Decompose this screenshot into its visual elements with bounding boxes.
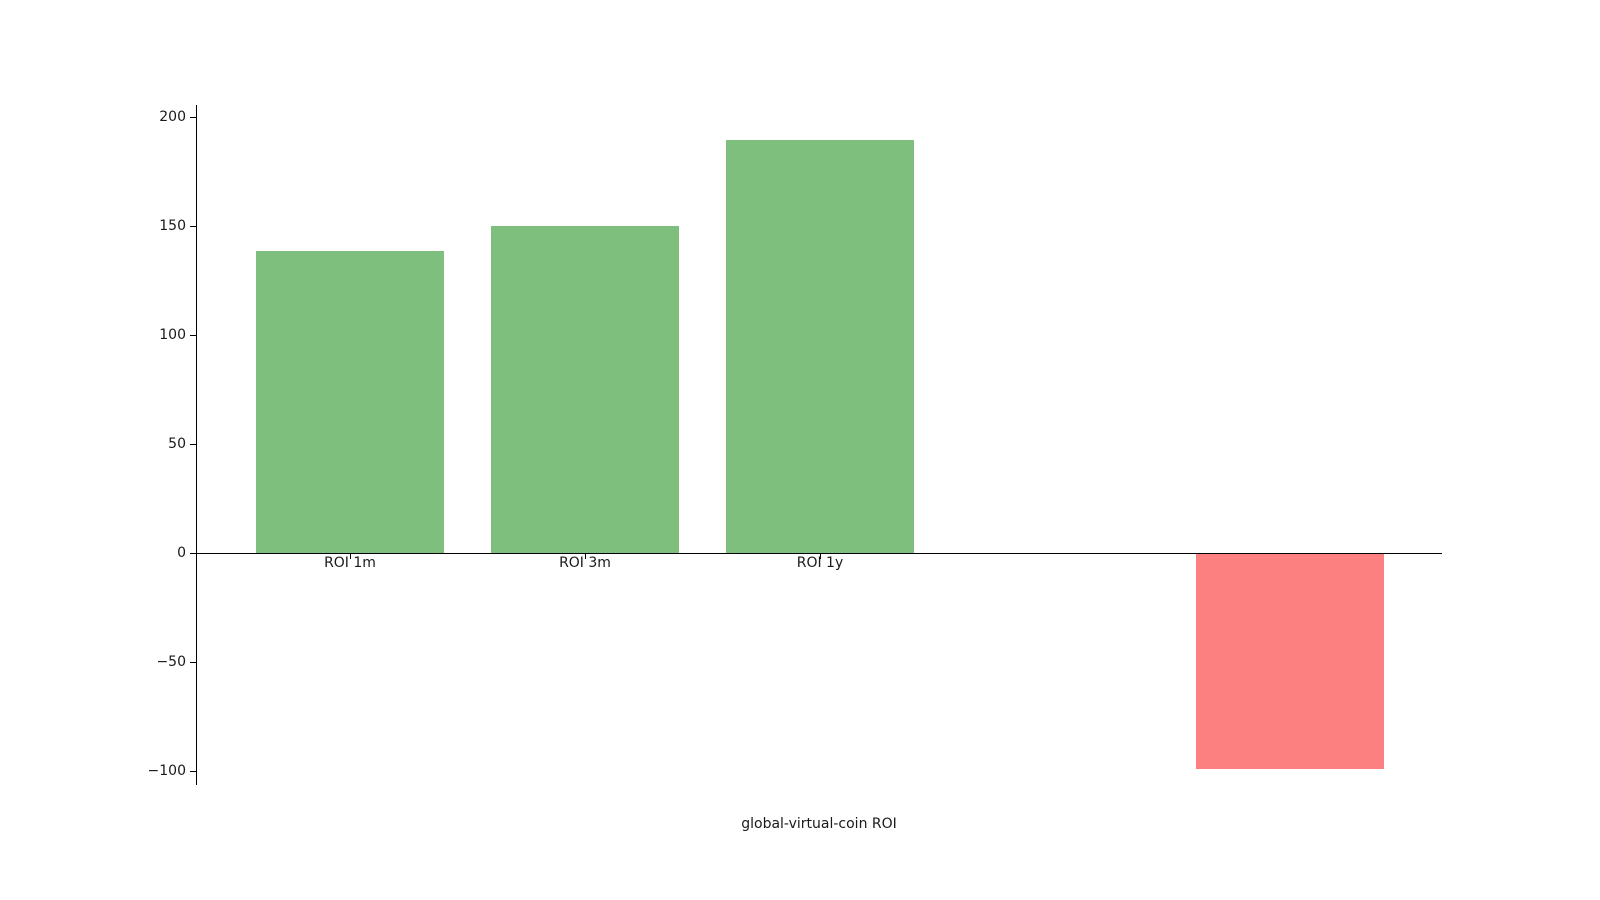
- y-tick-mark: [190, 552, 196, 554]
- bar-roi-1m: [256, 250, 444, 553]
- y-tick-label: 0: [177, 545, 186, 561]
- y-tick-mark: [190, 334, 196, 336]
- y-tick-label: 150: [159, 218, 186, 234]
- y-tick-label: −100: [147, 763, 186, 779]
- y-tick-mark: [190, 225, 196, 227]
- x-tick-mark: [819, 553, 821, 559]
- y-tick-mark: [190, 770, 196, 772]
- y-tick-label: 200: [159, 109, 186, 125]
- y-tick-label: 100: [159, 327, 186, 343]
- x-tick-label: ROI 1y: [796, 555, 844, 571]
- bar-roi-1y: [726, 140, 914, 553]
- chart-title: global-virtual-coin ROI: [741, 816, 897, 832]
- y-tick-label: −50: [156, 654, 186, 670]
- y-tick-label: 50: [168, 436, 186, 452]
- y-tick-mark: [190, 116, 196, 118]
- bar-unlabeled-4: [1196, 554, 1384, 770]
- x-axis-line: [196, 552, 1442, 554]
- y-tick-mark: [190, 443, 196, 445]
- x-tick-label: ROI 3m: [559, 555, 611, 571]
- bar-roi-3m: [491, 226, 679, 553]
- x-tick-mark: [584, 553, 586, 559]
- y-tick-mark: [190, 661, 196, 663]
- y-axis-spine: [196, 105, 198, 785]
- x-tick-mark: [349, 553, 351, 559]
- x-tick-label: ROI 1m: [324, 555, 376, 571]
